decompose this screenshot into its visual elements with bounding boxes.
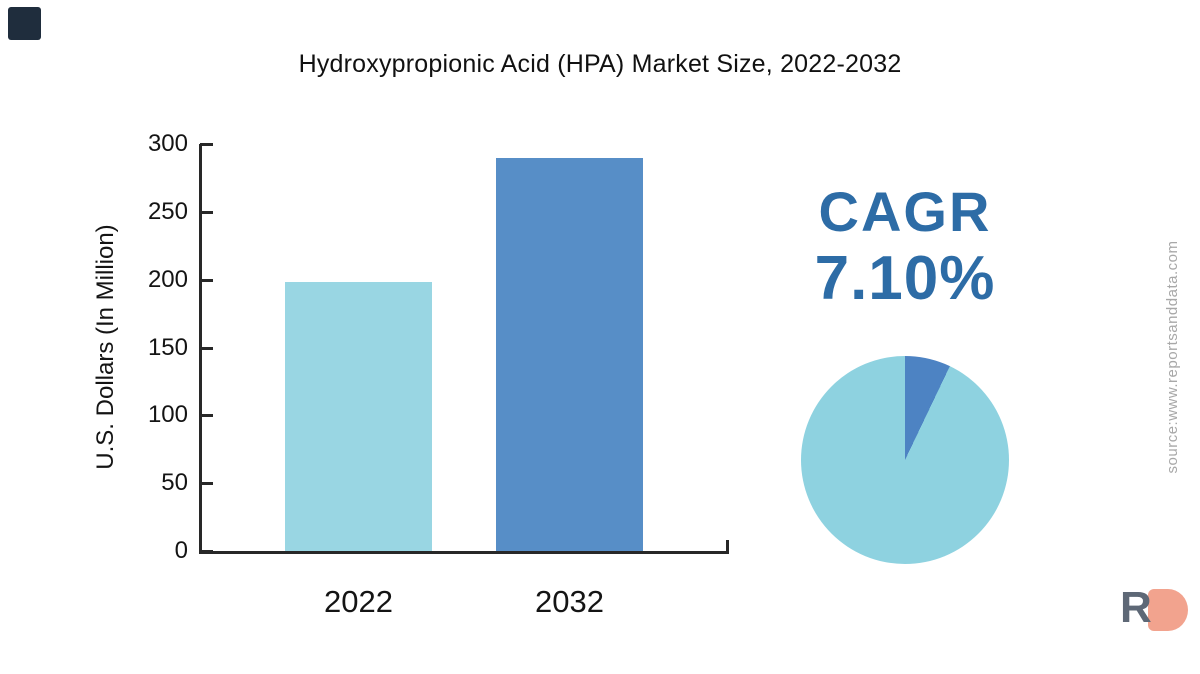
logo-letter-r: R <box>1120 583 1152 632</box>
source-note: source:www.reportsanddata.com <box>1164 240 1181 474</box>
x-axis-line <box>199 551 729 554</box>
cagr-label: CAGR <box>818 180 992 243</box>
y-tick-mark <box>200 346 213 350</box>
page-title: Hydroxypropionic Acid (HPA) Market Size,… <box>298 50 902 78</box>
y-tick-mark <box>200 278 213 282</box>
y-tick-label: 50 <box>161 469 188 497</box>
brand-logo: R <box>1120 586 1190 634</box>
y-tick-label: 0 <box>174 537 188 564</box>
pie-chart <box>801 356 1009 564</box>
bar-2022 <box>285 282 432 551</box>
y-tick-mark <box>200 550 213 553</box>
x-axis-end-tick <box>726 540 729 554</box>
y-tick-mark <box>200 143 213 146</box>
y-tick-label: 150 <box>147 333 188 361</box>
cagr-value: 7.10% <box>814 244 996 313</box>
y-tick-label: 250 <box>147 197 188 225</box>
corner-square <box>8 7 41 40</box>
y-tick-label: 100 <box>147 401 188 429</box>
y-tick-mark <box>200 482 213 486</box>
y-tick-mark <box>200 210 213 214</box>
y-tick-label: 200 <box>147 265 188 293</box>
cagr-block: CAGR 7.10% <box>770 182 1040 316</box>
x-tick-label-2032: 2032 <box>535 584 604 619</box>
bar-2032 <box>496 157 643 551</box>
x-tick-label-2022: 2022 <box>324 584 393 619</box>
y-tick-label: 300 <box>147 130 188 157</box>
y-tick-mark <box>200 414 213 418</box>
logo-d-icon <box>1148 589 1188 631</box>
